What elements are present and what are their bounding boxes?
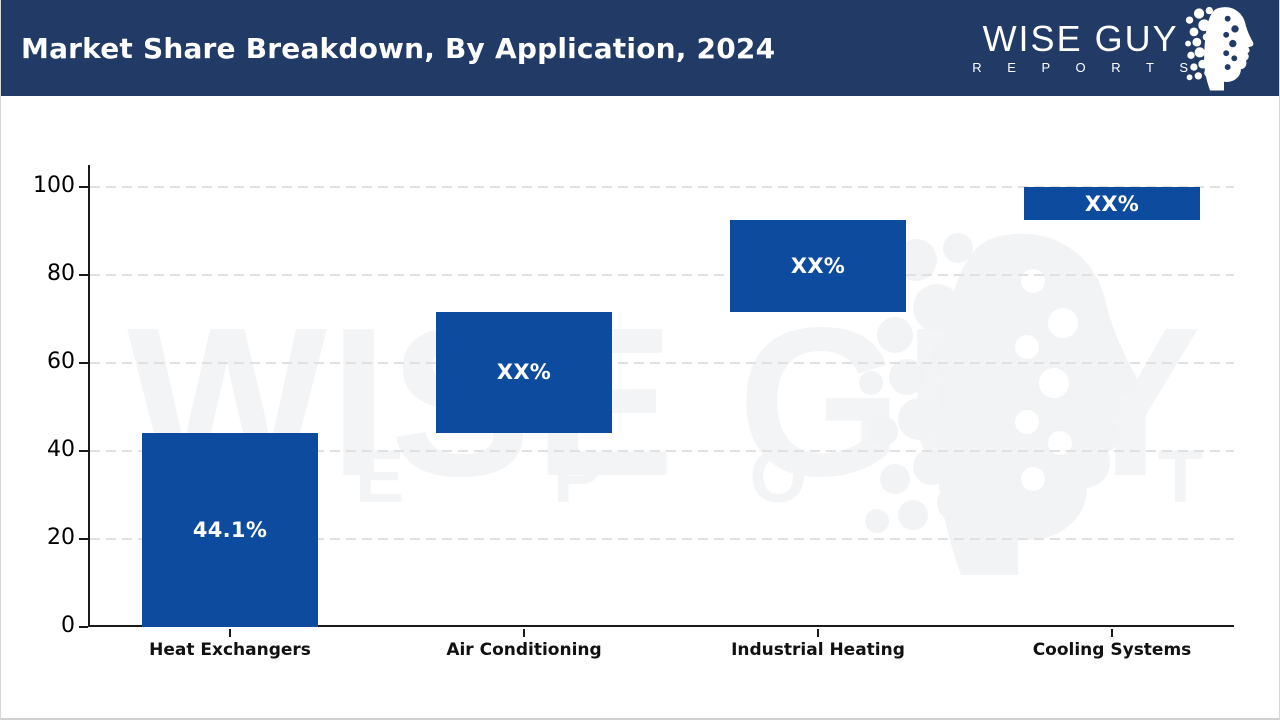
page-title: Market Share Breakdown, By Application, … (21, 31, 776, 65)
y-tick-mark-20 (79, 538, 88, 540)
logo-subtitle: R E P O R T S (972, 60, 1199, 75)
x-category-label-0: Heat Exchangers (149, 640, 311, 660)
chart-area: WISE GUY R E P O R T S 02040608010044.1%… (1, 96, 1279, 718)
logo-wordmark: WISE GUY (982, 18, 1179, 59)
x-tick-mark-2 (817, 629, 819, 637)
bar-value-label: XX% (790, 253, 846, 278)
bar-value-label: 44.1% (192, 517, 268, 542)
x-category-label-2: Industrial Heating (731, 640, 905, 660)
y-tick-label-60: 60 (47, 349, 75, 374)
y-tick-label-80: 80 (47, 261, 75, 286)
wiseguy-logo: WISE GUY R E P O R T S (962, 4, 1267, 92)
bar-air-conditioning: XX% (436, 311, 612, 433)
gridline-100 (90, 186, 1234, 188)
x-category-label-3: Cooling Systems (1032, 640, 1192, 660)
bar-value-label: XX% (496, 360, 552, 385)
header: Market Share Breakdown, By Application, … (1, 0, 1279, 96)
bar-heat-exchangers: 44.1% (142, 432, 318, 627)
y-tick-mark-100 (79, 186, 88, 188)
bar-value-label: XX% (1084, 191, 1140, 216)
y-tick-label-40: 40 (47, 437, 75, 462)
y-tick-label-0: 0 (61, 613, 75, 638)
y-tick-mark-60 (79, 362, 88, 364)
x-tick-mark-1 (523, 629, 525, 637)
gridline-80 (90, 274, 1234, 276)
logo-text: WISE GUY R E P O R T S (962, 18, 1199, 76)
x-category-label-1: Air Conditioning (446, 640, 602, 660)
gridline-40 (90, 450, 1234, 452)
x-tick-mark-0 (229, 629, 231, 637)
y-tick-mark-80 (79, 274, 88, 276)
bar-cooling-systems: XX% (1024, 187, 1200, 220)
x-tick-mark-3 (1111, 629, 1113, 637)
y-tick-label-100: 100 (33, 173, 75, 198)
y-tick-label-20: 20 (47, 525, 75, 550)
x-axis-line (88, 625, 1234, 627)
y-axis-line (88, 165, 90, 627)
gridline-60 (90, 362, 1234, 364)
bar-industrial-heating: XX% (730, 220, 906, 312)
logo-face-icon (1185, 6, 1254, 91)
y-tick-mark-40 (79, 450, 88, 452)
gridline-20 (90, 538, 1234, 540)
y-tick-mark-0 (79, 626, 88, 628)
